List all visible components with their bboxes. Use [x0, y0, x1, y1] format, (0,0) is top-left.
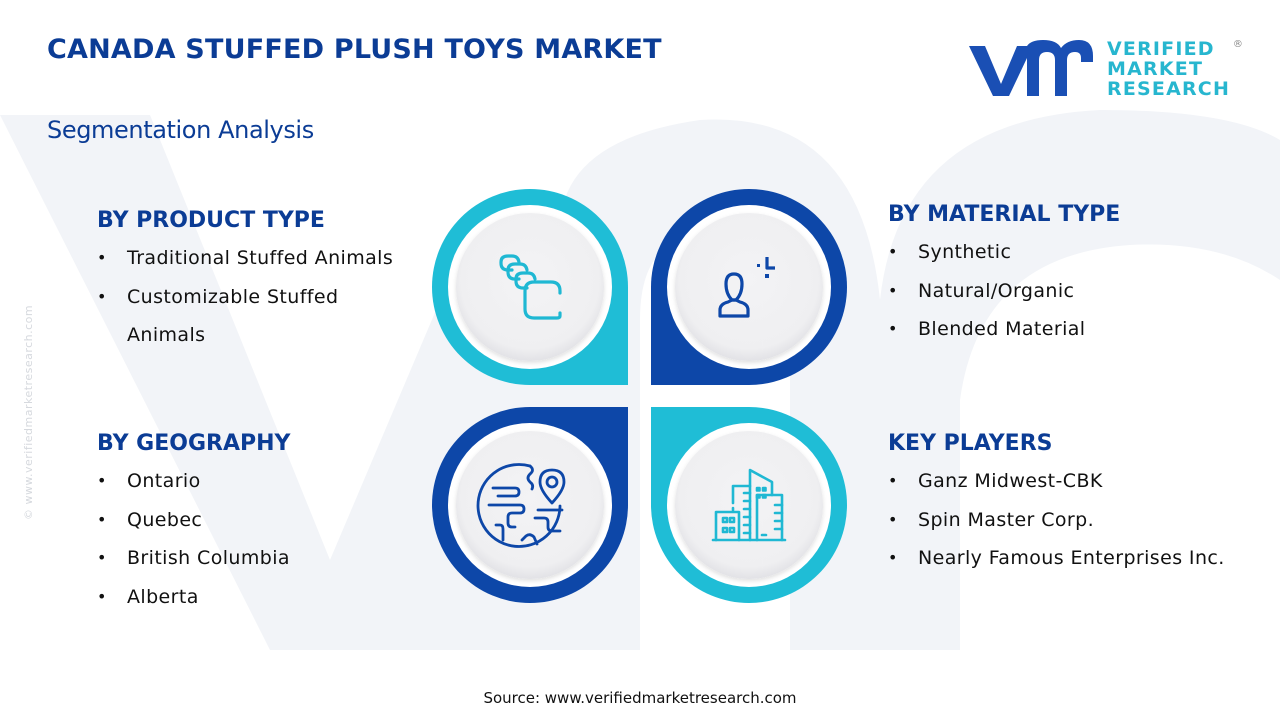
registered-mark: ®	[1232, 39, 1245, 50]
list-item: Blended Material	[888, 310, 1248, 349]
list-item: Synthetic	[888, 233, 1248, 272]
list-item: Ganz Midwest-CBK	[888, 462, 1248, 501]
logo-line-verified: VERIFIED	[1107, 38, 1215, 60]
list-item: British Columbia	[97, 539, 397, 578]
logo-line-research: RESEARCH	[1107, 78, 1231, 100]
key-players-list: Ganz Midwest-CBK Spin Master Corp. Nearl…	[888, 462, 1248, 578]
section-heading-geography: BY GEOGRAPHY	[97, 431, 291, 456]
vmr-logo: VERIFIED MARKET RESEARCH ®	[965, 38, 1243, 100]
section-product-type: BY PRODUCT TYPE Traditional Stuffed Anim…	[97, 208, 397, 355]
logo-line-market: MARKET	[1107, 58, 1204, 80]
section-key-players: KEY PLAYERS Ganz Midwest-CBK Spin Master…	[888, 431, 1248, 578]
petal-geography	[432, 407, 628, 603]
geography-list: Ontario Quebec British Columbia Alberta	[97, 462, 397, 616]
list-item: Ontario	[97, 462, 397, 501]
list-item: Quebec	[97, 501, 397, 540]
section-geography: BY GEOGRAPHY Ontario Quebec British Colu…	[97, 431, 397, 616]
petal-material-type	[651, 189, 847, 385]
list-item: Natural/Organic	[888, 272, 1248, 311]
page-title: CANADA STUFFED PLUSH TOYS MARKET	[47, 34, 662, 65]
list-item: Spin Master Corp.	[888, 501, 1248, 540]
section-material-type: BY MATERIAL TYPE Synthetic Natural/Organ…	[888, 202, 1248, 349]
list-item: Alberta	[97, 578, 397, 617]
material-type-list: Synthetic Natural/Organic Blended Materi…	[888, 233, 1248, 349]
logo-wordmark: VERIFIED MARKET RESEARCH ®	[1107, 38, 1243, 100]
petal-product-type	[432, 189, 628, 385]
source-footer: Source: www.verifiedmarketresearch.com	[483, 689, 797, 707]
product-type-list: Traditional Stuffed Animals Customizable…	[97, 239, 397, 355]
list-item: Traditional Stuffed Animals	[97, 239, 397, 278]
list-item: Nearly Famous Enterprises Inc.	[888, 539, 1248, 578]
vmr-logo-mark-icon	[969, 40, 1093, 96]
section-heading-key-players: KEY PLAYERS	[888, 431, 1053, 456]
list-item: Customizable Stuffed Animals	[97, 278, 397, 355]
section-heading-product-type: BY PRODUCT TYPE	[97, 208, 325, 233]
section-heading-material-type: BY MATERIAL TYPE	[888, 202, 1121, 227]
